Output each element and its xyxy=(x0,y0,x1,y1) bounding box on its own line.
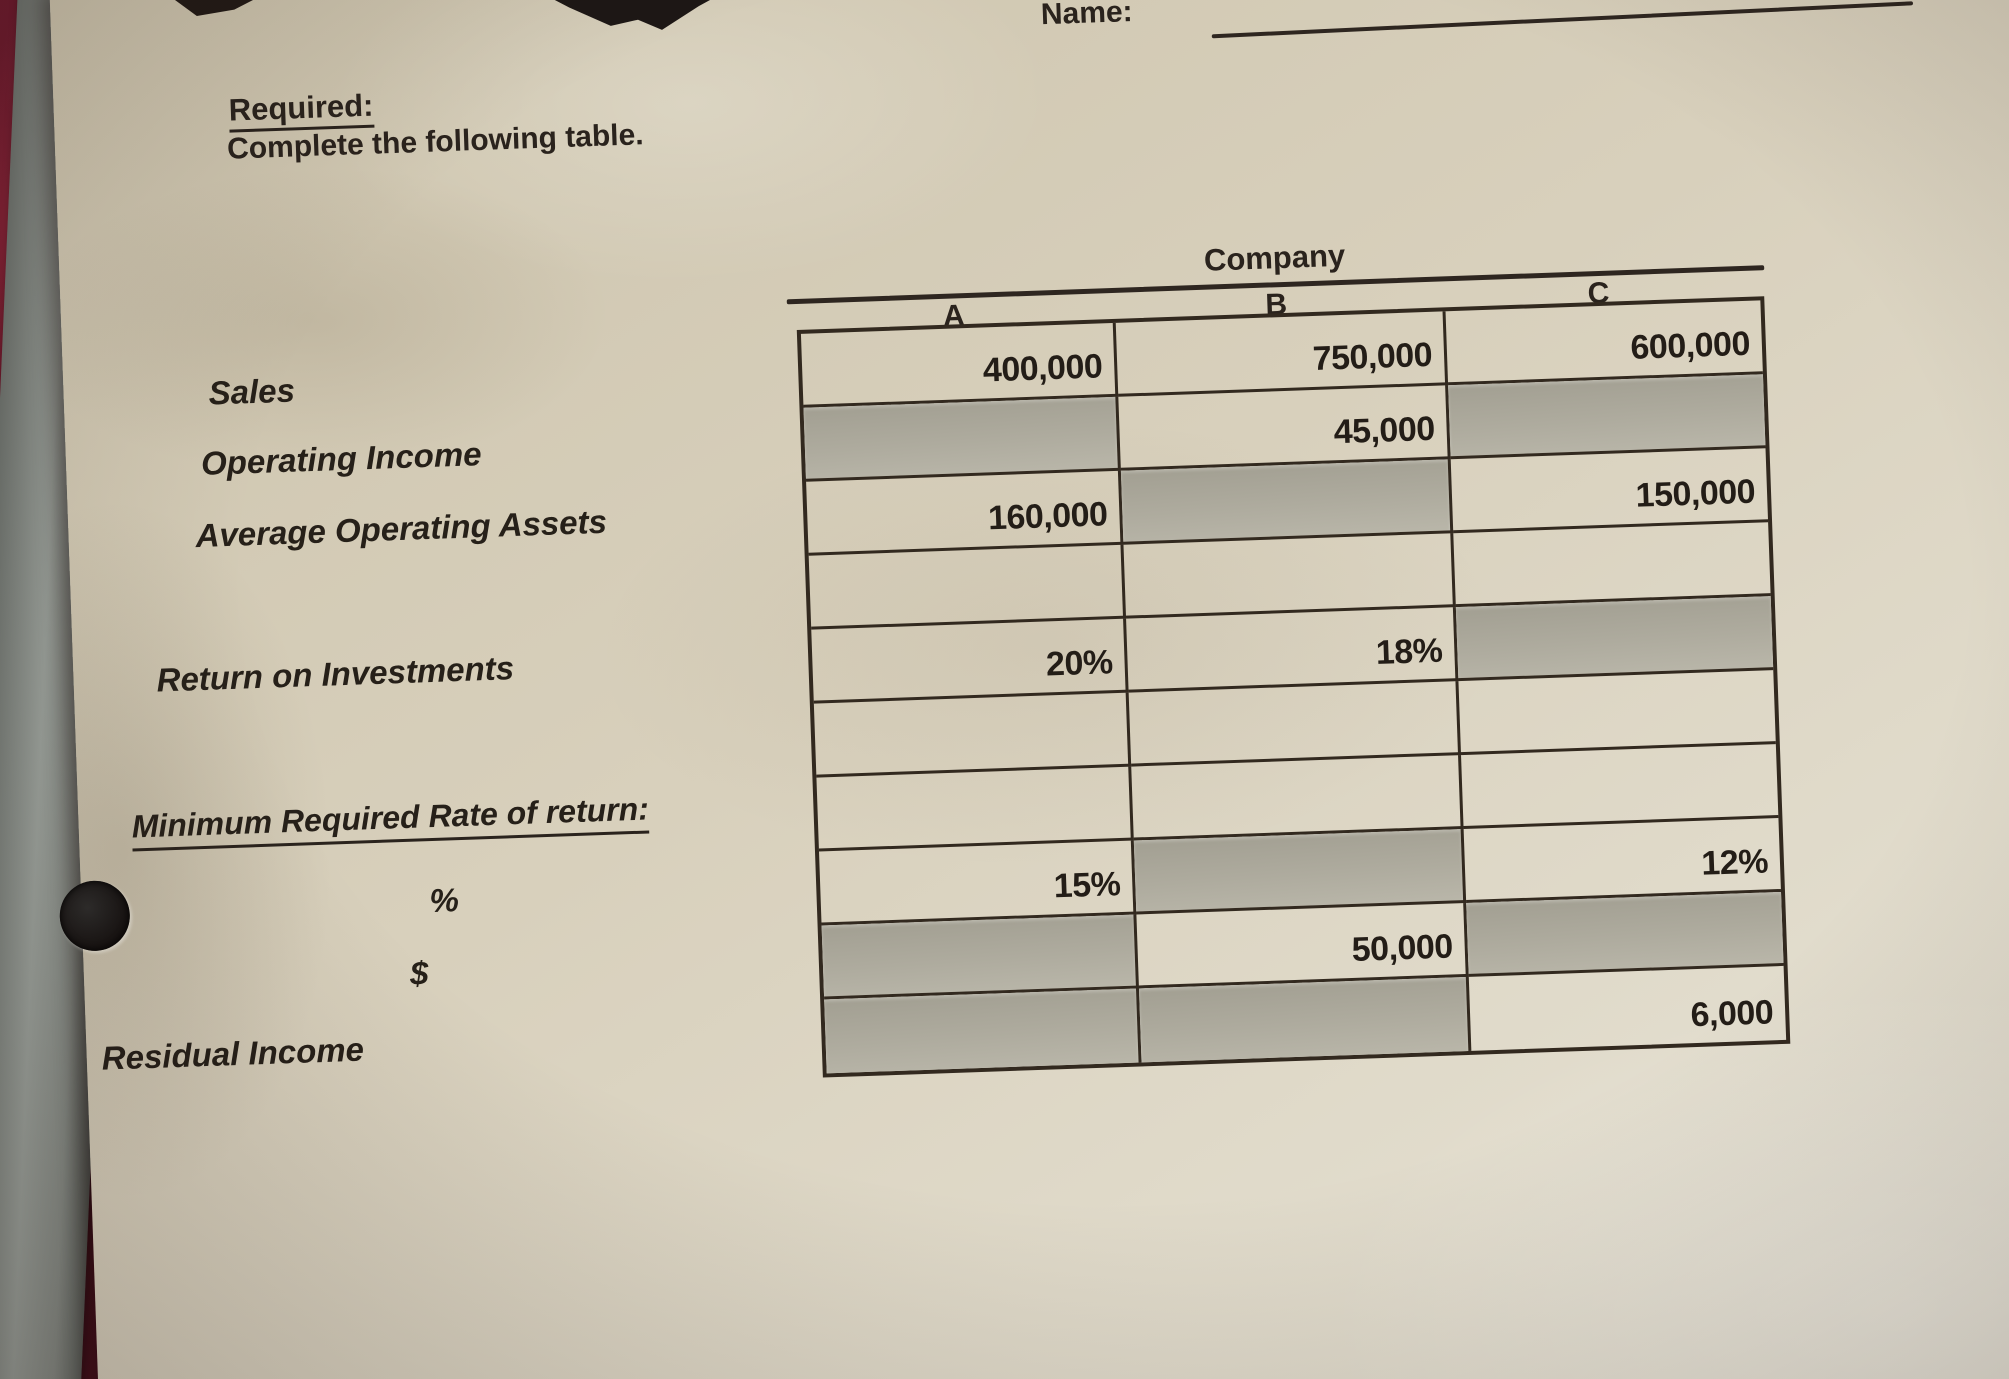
table-cell xyxy=(1455,596,1774,682)
table-cell: 600,000 xyxy=(1445,300,1763,386)
table-cell: 400,000 xyxy=(800,322,1119,408)
row-label-return-on-investments: Return on Investments xyxy=(155,649,515,699)
table-cell: 750,000 xyxy=(1115,311,1449,397)
percent-sign-label: % xyxy=(428,881,460,920)
financial-table: 400,000 750,000 600,000 45,000 160,000 1… xyxy=(796,296,1791,1078)
table-cell xyxy=(1453,522,1771,608)
table-cell xyxy=(816,766,1134,852)
table-cell: 20% xyxy=(811,618,1129,704)
table-cell: 18% xyxy=(1126,607,1459,693)
name-label: Name: xyxy=(1040,0,1134,32)
table-cell xyxy=(824,988,1142,1074)
table-cell xyxy=(1128,681,1462,767)
table-cell xyxy=(1448,374,1766,460)
worksheet-paper: Name: Required: Complete the following t… xyxy=(49,0,2009,1379)
table-cell xyxy=(821,914,1139,1000)
row-label-sales: Sales xyxy=(207,371,296,412)
table-cell: 45,000 xyxy=(1118,385,1451,471)
table-cell xyxy=(1123,533,1456,619)
table-cell xyxy=(1133,829,1467,915)
table-cell xyxy=(1458,670,1776,756)
name-underline xyxy=(1211,1,1914,39)
table-cell: 12% xyxy=(1463,818,1781,903)
row-label-minimum-required-rate: Minimum Required Rate of return: xyxy=(131,790,650,852)
table-cell xyxy=(813,692,1132,778)
table-cell: 160,000 xyxy=(806,470,1124,556)
row-label-average-operating-assets: Average Operating Assets xyxy=(194,502,608,555)
table-cell xyxy=(1138,976,1472,1063)
table-cell xyxy=(1120,459,1454,545)
row-label-operating-income: Operating Income xyxy=(200,435,483,482)
required-heading: Required: xyxy=(228,87,375,133)
table-cell xyxy=(803,396,1121,482)
table-cell: 150,000 xyxy=(1450,448,1769,534)
table-cell xyxy=(1461,744,1779,830)
table-cell xyxy=(808,544,1127,630)
dollar-sign-label: $ xyxy=(409,954,429,992)
row-label-residual-income: Residual Income xyxy=(101,1030,365,1077)
table-cell xyxy=(1466,891,1784,977)
table-cell xyxy=(1131,755,1464,841)
table-cell: 6,000 xyxy=(1689,993,1774,1035)
table-cell: 50,000 xyxy=(1136,902,1469,989)
table-cell: 15% xyxy=(819,840,1137,926)
